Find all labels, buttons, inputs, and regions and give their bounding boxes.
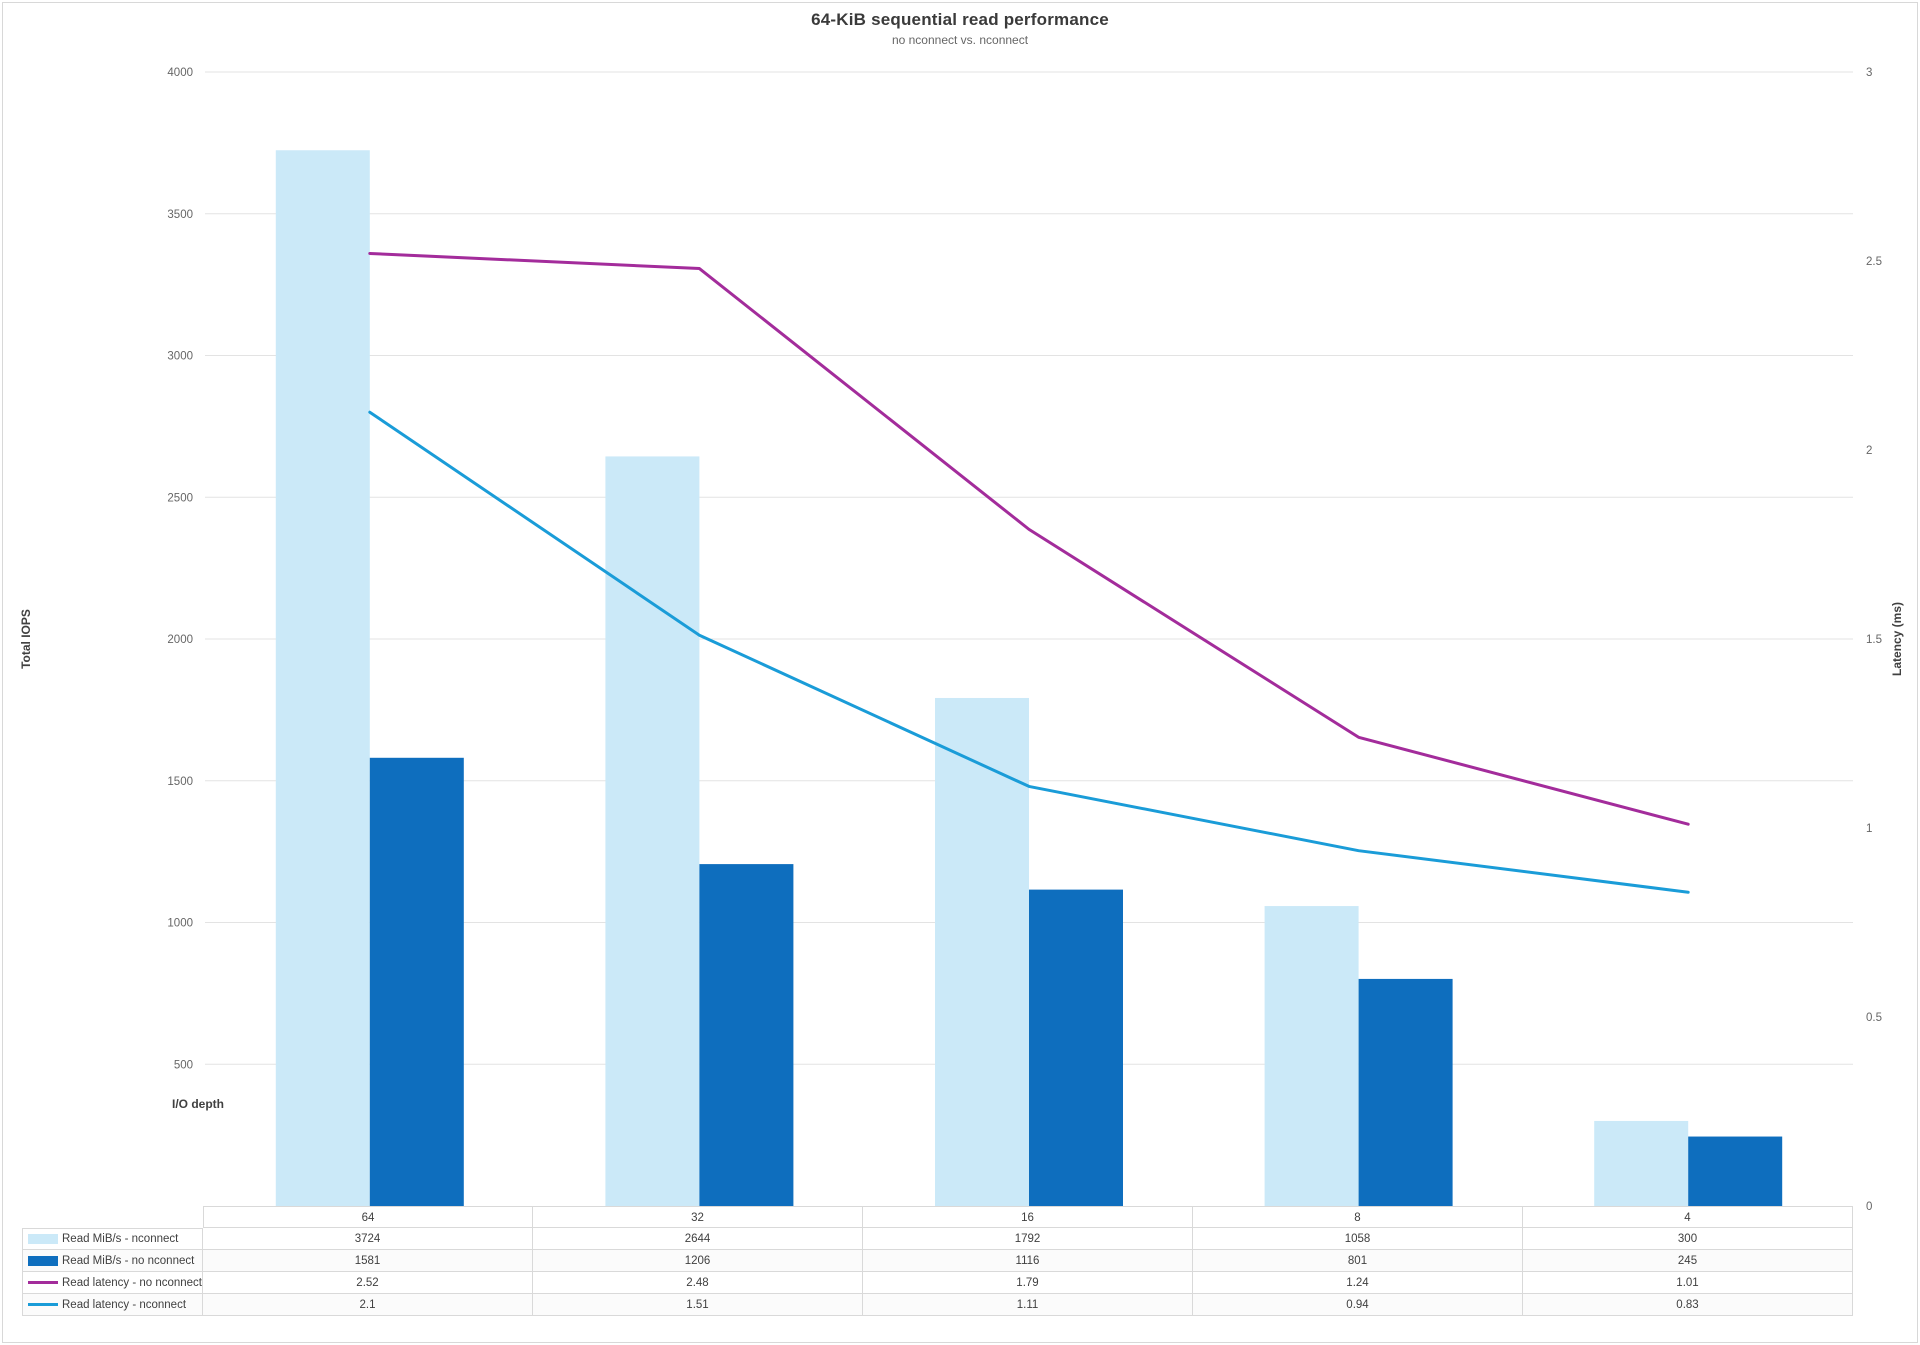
left-axis-tick: 1000 — [167, 918, 193, 930]
table-value-read-latency-nconnect-8: 0.94 — [1193, 1294, 1523, 1316]
line-read-latency-nconnect — [368, 410, 1690, 894]
table-value-read-mib-s-no-nconnect-32: 1206 — [533, 1250, 863, 1272]
left-axis-tick: 3000 — [167, 351, 193, 363]
legend-label: Read latency - no nconnect — [62, 1276, 203, 1289]
legend-cell-read-mib-s-nconnect: Read MiB/s - nconnect — [22, 1228, 203, 1250]
table-value-read-latency-nconnect-32: 1.51 — [533, 1294, 863, 1316]
table-value-read-latency-nconnect-64: 2.1 — [203, 1294, 533, 1316]
legend-label: Read MiB/s - nconnect — [62, 1233, 179, 1245]
table-value-read-mib-s-nconnect-32: 2644 — [533, 1228, 863, 1250]
bar-read-mib-s-nconnect-64 — [275, 150, 370, 1207]
table-value-read-mib-s-nconnect-16: 1792 — [863, 1228, 1193, 1250]
bar-read-mib-s-no-nconnect-64 — [369, 757, 464, 1206]
table-value-read-mib-s-nconnect-8: 1058 — [1193, 1228, 1523, 1250]
bar-read-mib-s-no-nconnect-4 — [1688, 1136, 1783, 1206]
right-axis-tick: 3 — [1866, 67, 1872, 79]
right-axis-tick: 1 — [1866, 823, 1872, 835]
bar-read-mib-s-nconnect-8 — [1264, 906, 1359, 1206]
legend-cell-read-latency-no-nconnect: Read latency - no nconnect — [22, 1272, 203, 1294]
legend-cell-read-mib-s-no-nconnect: Read MiB/s - no nconnect — [22, 1250, 203, 1272]
table-value-read-latency-no-nconnect-8: 1.24 — [1193, 1272, 1523, 1294]
right-axis-tick: 0.5 — [1866, 1012, 1882, 1024]
chart-title: 64-KiB sequential read performance — [811, 10, 1109, 29]
bar-read-mib-s-no-nconnect-16 — [1029, 889, 1123, 1206]
legend-cell-read-latency-nconnect: Read latency - nconnect — [22, 1294, 203, 1316]
bar-read-mib-s-no-nconnect-32 — [699, 864, 794, 1206]
left-axis-tick: 4000 — [167, 67, 193, 79]
bar-read-mib-s-nconnect-4 — [1594, 1120, 1689, 1206]
table-value-read-latency-no-nconnect-32: 2.48 — [533, 1272, 863, 1294]
legend-swatch-read-mib-s-nconnect — [28, 1234, 58, 1244]
left-axis-tick: 1500 — [167, 776, 193, 788]
table-corner-spacer — [22, 1206, 203, 1228]
table-value-read-latency-no-nconnect-16: 1.79 — [863, 1272, 1193, 1294]
table-value-read-mib-s-nconnect-64: 3724 — [203, 1228, 533, 1250]
legend-swatch-read-latency-no-nconnect — [28, 1281, 58, 1284]
right-axis-tick: 0 — [1866, 1201, 1872, 1213]
x-axis-title: I/O depth — [172, 1097, 224, 1111]
legend-swatch-read-latency-nconnect — [28, 1303, 58, 1306]
line-read-latency-no-nconnect — [368, 251, 1690, 826]
table-value-read-mib-s-no-nconnect-8: 801 — [1193, 1250, 1523, 1272]
bar-read-mib-s-nconnect-16 — [935, 697, 1029, 1206]
table-value-read-mib-s-nconnect-4: 300 — [1523, 1228, 1853, 1250]
left-axis-tick: 3500 — [167, 209, 193, 221]
right-axis-tick: 2.5 — [1866, 256, 1882, 268]
table-header-cell-16: 16 — [863, 1206, 1193, 1228]
chart-subtitle: no nconnect vs. nconnect — [891, 33, 1029, 47]
legend-swatch-read-mib-s-no-nconnect — [28, 1255, 58, 1266]
table-value-read-mib-s-no-nconnect-64: 1581 — [203, 1250, 533, 1272]
bar-read-mib-s-nconnect-32 — [605, 456, 700, 1206]
table-header-cell-64: 64 — [203, 1206, 533, 1228]
table-header-cell-8: 8 — [1193, 1206, 1523, 1228]
table-header-cell-4: 4 — [1523, 1206, 1853, 1228]
left-axis-tick: 2000 — [167, 634, 193, 646]
table-value-read-latency-nconnect-4: 0.83 — [1523, 1294, 1853, 1316]
right-axis-tick: 2 — [1866, 445, 1872, 457]
legend-label: Read MiB/s - no nconnect — [62, 1254, 195, 1267]
table-value-read-latency-nconnect-16: 1.11 — [863, 1294, 1193, 1316]
table-value-read-latency-no-nconnect-64: 2.52 — [203, 1272, 533, 1294]
table-header-cell-32: 32 — [533, 1206, 863, 1228]
legend-label: Read latency - nconnect — [62, 1298, 187, 1311]
left-axis-tick: 2500 — [167, 492, 193, 504]
right-axis-tick: 1.5 — [1866, 634, 1882, 646]
left-axis-tick: 500 — [174, 1059, 193, 1071]
table-value-read-mib-s-no-nconnect-16: 1116 — [863, 1250, 1193, 1272]
table-value-read-mib-s-no-nconnect-4: 245 — [1523, 1250, 1853, 1272]
table-value-read-latency-no-nconnect-4: 1.01 — [1523, 1272, 1853, 1294]
data-table: 64 32 16 8 4 Read MiB/s - nconnect 3724 2644 179… — [22, 1206, 1853, 1316]
bar-read-mib-s-no-nconnect-8 — [1358, 978, 1453, 1206]
